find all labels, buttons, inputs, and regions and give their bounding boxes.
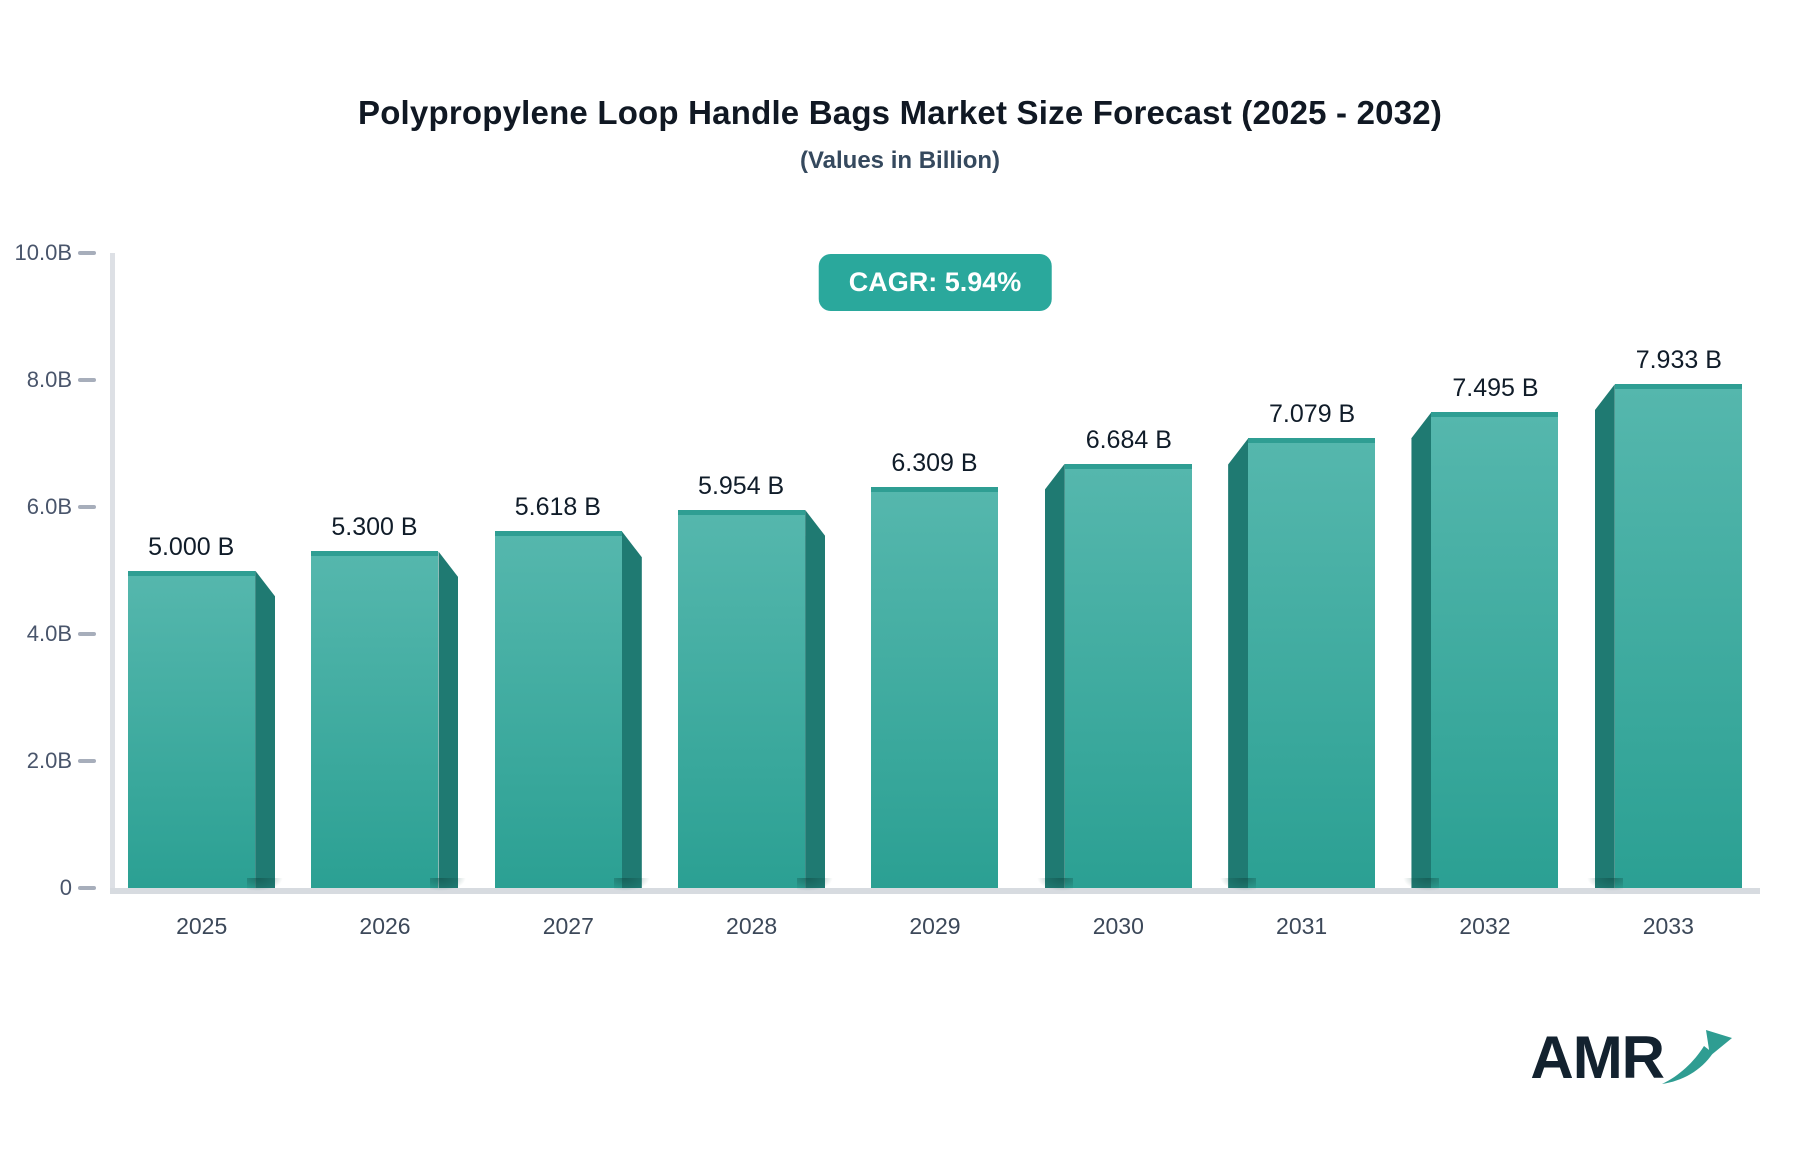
bar-2025: 5.000 B bbox=[128, 533, 284, 891]
x-axis-label-2033: 2033 bbox=[1642, 913, 1694, 939]
chart-title: Polypropylene Loop Handle Bags Market Si… bbox=[357, 94, 1443, 131]
trend-up-arrow-icon bbox=[1660, 1026, 1734, 1095]
bar-side-face bbox=[255, 570, 276, 888]
cagr-badge: CAGR: 5.94% bbox=[818, 254, 1052, 311]
y-tick-mark bbox=[78, 251, 96, 255]
y-tick-label: 10.0B bbox=[14, 240, 73, 265]
x-axis-label-2029: 2029 bbox=[909, 913, 961, 939]
bar-face bbox=[128, 570, 256, 888]
bar-face bbox=[678, 509, 806, 888]
bar-slot-2025: 5.000 B 2025 bbox=[110, 253, 293, 939]
x-axis-label-2025: 2025 bbox=[176, 913, 228, 939]
x-axis-baseline bbox=[110, 888, 1760, 894]
bar-face bbox=[1064, 463, 1192, 888]
bar-2027: 5.618 B bbox=[494, 493, 650, 891]
x-axis-label-2031: 2031 bbox=[1276, 913, 1328, 939]
bar-slot-2031: 7.079 B 2031 bbox=[1210, 253, 1393, 939]
bar-side-face bbox=[1044, 463, 1065, 888]
bar-value-label: 5.000 B bbox=[148, 532, 235, 561]
bar-slot-2033: 7.933 B 2033 bbox=[1577, 253, 1760, 939]
y-tick-mark bbox=[78, 378, 96, 382]
bar-value-label: 5.954 B bbox=[698, 471, 785, 500]
bar-2030: 6.684 B bbox=[1036, 426, 1192, 892]
bar-slot-2030: 6.684 B 2030 bbox=[1027, 253, 1210, 939]
bar-slot-2029: 6.309 B 2029 bbox=[843, 253, 1026, 939]
bar-face bbox=[1614, 384, 1742, 888]
bar-value-label: 6.684 B bbox=[1085, 425, 1172, 454]
bar-side-face bbox=[438, 551, 459, 888]
x-axis-label-2026: 2026 bbox=[359, 913, 411, 939]
bar-face bbox=[1431, 412, 1559, 888]
bar-slot-2028: 5.954 B 2028 bbox=[660, 253, 843, 939]
bar-2028: 5.954 B bbox=[678, 472, 834, 892]
y-tick-label: 0 bbox=[59, 875, 72, 900]
x-axis-label-2032: 2032 bbox=[1459, 913, 1511, 939]
bar-side-face bbox=[621, 531, 642, 888]
bar-2033: 7.933 B bbox=[1586, 346, 1742, 891]
y-tick-label: 6.0B bbox=[26, 494, 72, 519]
bar-2029: 6.309 B bbox=[861, 449, 1008, 888]
bar-side-face bbox=[1594, 384, 1615, 888]
bar-2031: 7.079 B bbox=[1220, 400, 1376, 891]
y-tick-mark bbox=[78, 632, 96, 636]
logo: AMR bbox=[1530, 1028, 1734, 1095]
bar-slot-2026: 5.300 B 2026 bbox=[293, 253, 476, 939]
logo-text: AMR bbox=[1530, 1024, 1665, 1091]
bar-value-label: 6.309 B bbox=[891, 449, 978, 478]
y-tick-label: 8.0B bbox=[26, 367, 72, 392]
x-axis-label-2030: 2030 bbox=[1092, 913, 1144, 939]
bar-side-face bbox=[1411, 412, 1432, 888]
y-tick-mark bbox=[78, 759, 96, 763]
bars-row: 5.000 B 2025 5.300 B 2026 5.618 B 2027 5.954 B… bbox=[110, 253, 1760, 939]
bar-value-label: 5.300 B bbox=[331, 513, 418, 542]
x-axis-label-2028: 2028 bbox=[726, 913, 778, 939]
y-tick-mark bbox=[78, 505, 96, 509]
bar-value-label: 7.933 B bbox=[1635, 346, 1722, 375]
plot-area: 0 2.0B 4.0B 6.0B 8.0B 10.0B 5.000 B 2025 5.300 … bbox=[15, 240, 1760, 939]
y-axis-line bbox=[110, 253, 115, 894]
bar-value-label: 5.618 B bbox=[514, 493, 601, 522]
bar-face bbox=[494, 531, 622, 888]
chart-subtitle: (Values in Billion) bbox=[799, 147, 1001, 174]
bar-side-face bbox=[805, 509, 826, 888]
y-tick-label: 4.0B bbox=[26, 621, 72, 646]
bar-face bbox=[1248, 438, 1376, 888]
bar-2026: 5.300 B bbox=[311, 513, 467, 891]
bar-slot-2032: 7.495 B 2032 bbox=[1393, 253, 1576, 939]
bar-slot-2027: 5.618 B 2027 bbox=[477, 253, 660, 939]
x-axis-label-2027: 2027 bbox=[542, 913, 594, 939]
bar-value-label: 7.079 B bbox=[1269, 400, 1356, 429]
y-tick-label: 2.0B bbox=[26, 748, 72, 773]
bar-2032: 7.495 B bbox=[1403, 374, 1559, 891]
bar-side-face bbox=[1228, 438, 1249, 888]
bar-face bbox=[311, 551, 439, 888]
bar-value-label: 7.495 B bbox=[1452, 374, 1539, 403]
y-tick-mark bbox=[78, 886, 96, 890]
bar-face bbox=[871, 487, 999, 888]
